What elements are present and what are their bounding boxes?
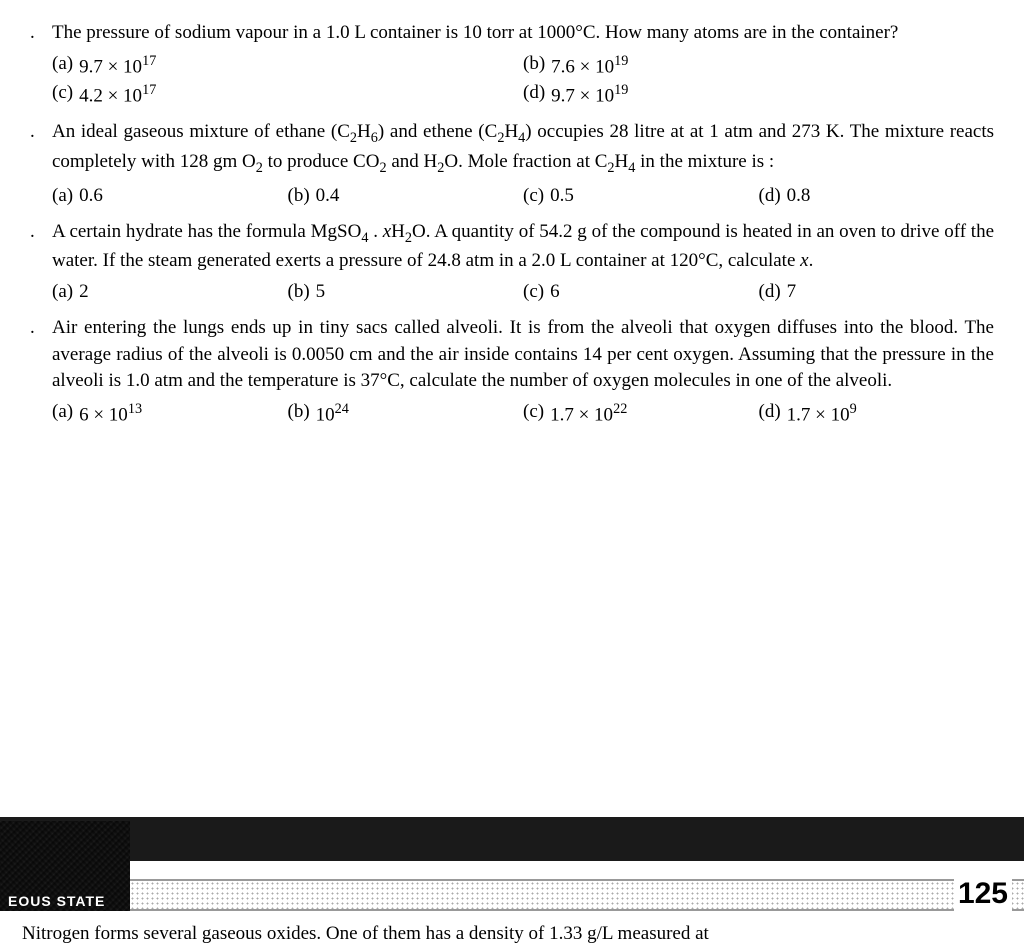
option: (c) 6 <box>523 281 759 303</box>
option: (a) 2 <box>52 281 288 303</box>
option-value: 6 <box>550 281 560 303</box>
option: (b) 5 <box>288 281 524 303</box>
options: (a) 6 × 1013 (b) 1024 (c) 1.7 × 1022 (d) 1.7 × … <box>30 401 994 430</box>
bullet: . <box>30 219 35 246</box>
page-footer: EOUS STATE 125 . Nitrogen forms several … <box>0 817 1024 945</box>
option: (d) 7 <box>759 281 995 303</box>
option-value: 0.5 <box>550 185 574 207</box>
grainy-block: EOUS STATE <box>0 821 130 911</box>
options: (a) 0.6 (b) 0.4 (c) 0.5 (d) 0.8 <box>30 185 994 211</box>
option: (c) 1.7 × 1022 <box>523 401 759 426</box>
option-label: (c) <box>523 401 544 426</box>
option: (d) 9.7 × 1019 <box>523 82 994 107</box>
dotted-strip: 125 <box>130 879 1024 911</box>
option: (a) 0.6 <box>52 185 288 207</box>
option-value: 7 <box>787 281 797 303</box>
option-value: 0.6 <box>79 185 103 207</box>
question: . The pressure of sodium vapour in a 1.0 … <box>30 20 994 111</box>
option-value: 1.7 × 109 <box>787 401 857 426</box>
option-label: (b) <box>523 53 545 78</box>
option-label: (d) <box>523 82 545 107</box>
bullet: . <box>30 315 35 342</box>
page-number: 125 <box>954 877 1012 911</box>
bottom-cut-text-content: Nitrogen forms several gaseous oxides. O… <box>22 923 709 944</box>
option-value: 5 <box>316 281 326 303</box>
question-text: . An ideal gaseous mixture of ethane (C2H… <box>30 119 994 178</box>
question-text: . The pressure of sodium vapour in a 1.0 … <box>30 20 994 47</box>
question-text-content: The pressure of sodium vapour in a 1.0 L… <box>52 22 898 43</box>
option-label: (a) <box>52 281 73 303</box>
option: (d) 0.8 <box>759 185 995 207</box>
option-label: (b) <box>288 281 310 303</box>
option-value: 9.7 × 1017 <box>79 53 156 78</box>
option-label: (d) <box>759 185 781 207</box>
option-value: 4.2 × 1017 <box>79 82 156 107</box>
question-text-content: A certain hydrate has the formula MgSO4 … <box>52 221 994 272</box>
question: . An ideal gaseous mixture of ethane (C2H… <box>30 119 994 210</box>
black-bar <box>0 817 1024 861</box>
questions-list: . The pressure of sodium vapour in a 1.0 … <box>30 20 994 430</box>
option-value: 7.6 × 1019 <box>551 53 628 78</box>
options: (a) 2 (b) 5 (c) 6 (d) 7 <box>30 281 994 307</box>
options: (a)9.7 × 1017(b)7.6 × 1019(c)4.2 × 1017(… <box>30 53 994 112</box>
option-label: (c) <box>52 82 73 107</box>
option-value: 0.8 <box>787 185 811 207</box>
question-text: . Air entering the lungs ends up in tiny … <box>30 315 994 395</box>
option-label: (c) <box>523 281 544 303</box>
option-label: (b) <box>288 401 310 426</box>
bullet: . <box>30 119 35 146</box>
option: (a) 6 × 1013 <box>52 401 288 426</box>
option: (c) 4.2 × 1017 <box>52 82 523 107</box>
option-value: 2 <box>79 281 89 303</box>
option-label: (d) <box>759 401 781 426</box>
option-label: (a) <box>52 401 73 426</box>
bottom-cut-text: . Nitrogen forms several gaseous oxides.… <box>0 911 1024 945</box>
option: (b) 0.4 <box>288 185 524 207</box>
bullet: . <box>30 20 35 47</box>
question: . Air entering the lungs ends up in tiny … <box>30 315 994 430</box>
option-label: (a) <box>52 185 73 207</box>
option-value: 1024 <box>316 401 349 426</box>
option-value: 9.7 × 1019 <box>551 82 628 107</box>
option: (b) 7.6 × 1019 <box>523 53 994 78</box>
option-value: 0.4 <box>316 185 340 207</box>
option-label: (b) <box>288 185 310 207</box>
question-text-content: Air entering the lungs ends up in tiny s… <box>52 317 994 391</box>
option: (c) 0.5 <box>523 185 759 207</box>
question-text: . A certain hydrate has the formula MgSO4… <box>30 219 994 275</box>
footer-row: EOUS STATE 125 <box>0 861 1024 911</box>
state-label: EOUS STATE <box>8 893 105 909</box>
option-label: (c) <box>523 185 544 207</box>
option-label: (a) <box>52 53 73 78</box>
option-value: 1.7 × 1022 <box>550 401 627 426</box>
option-label: (d) <box>759 281 781 303</box>
bullet: . <box>30 923 35 945</box>
question: . A certain hydrate has the formula MgSO4… <box>30 219 994 307</box>
option-value: 6 × 1013 <box>79 401 142 426</box>
option: (b) 1024 <box>288 401 524 426</box>
option: (d) 1.7 × 109 <box>759 401 995 426</box>
question-text-content: An ideal gaseous mixture of ethane (C2H6… <box>52 121 994 172</box>
option: (a) 9.7 × 1017 <box>52 53 523 78</box>
